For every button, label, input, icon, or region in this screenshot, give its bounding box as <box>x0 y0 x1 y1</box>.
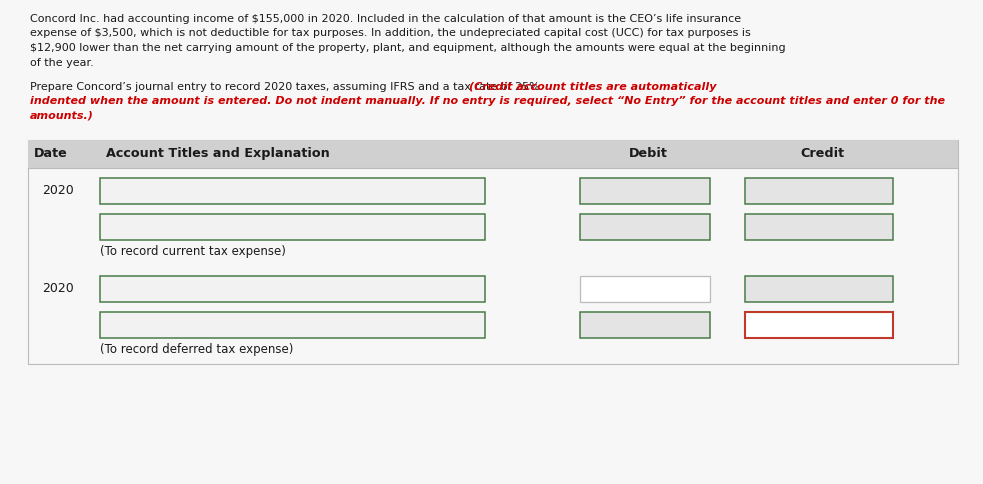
Text: 36400: 36400 <box>667 184 705 197</box>
Text: 2020: 2020 <box>42 282 74 295</box>
Text: Debit: Debit <box>628 147 667 160</box>
Bar <box>745 178 893 203</box>
Text: Account Titles and Explanation: Account Titles and Explanation <box>106 147 329 160</box>
Bar <box>580 178 710 203</box>
Text: Concord Inc. had accounting income of $155,000 in 2020. Included in the calculat: Concord Inc. had accounting income of $1… <box>30 14 741 24</box>
Bar <box>28 139 958 363</box>
Bar <box>100 275 485 302</box>
Bar <box>100 178 485 203</box>
Text: Credit: Credit <box>800 147 844 160</box>
Text: $12,900 lower than the net carrying amount of the property, plant, and equipment: $12,900 lower than the net carrying amou… <box>30 43 785 53</box>
Text: expense of $3,500, which is not deductible for tax purposes. In addition, the un: expense of $3,500, which is not deductib… <box>30 29 751 39</box>
Bar <box>745 275 893 302</box>
Bar <box>100 213 485 240</box>
Text: Income Tax Payable: Income Tax Payable <box>107 220 223 233</box>
Bar <box>745 312 893 337</box>
Text: Date: Date <box>34 147 68 160</box>
Text: (To record current tax expense): (To record current tax expense) <box>100 244 286 257</box>
Text: 36400: 36400 <box>851 220 888 233</box>
Text: (Credit account titles are automatically: (Credit account titles are automatically <box>469 82 717 92</box>
Bar <box>745 213 893 240</box>
Text: (To record deferred tax expense): (To record deferred tax expense) <box>100 343 293 356</box>
Bar <box>100 312 485 337</box>
Text: indented when the amount is entered. Do not indent manually. If no entry is requ: indented when the amount is entered. Do … <box>30 96 945 106</box>
Text: of the year.: of the year. <box>30 58 93 67</box>
Text: Prepare Concord’s journal entry to record 2020 taxes, assuming IFRS and a tax ra: Prepare Concord’s journal entry to recor… <box>30 82 547 92</box>
Text: Current Tax Expense: Current Tax Expense <box>107 184 229 197</box>
Bar <box>580 213 710 240</box>
Text: 2020: 2020 <box>42 184 74 197</box>
Bar <box>580 312 710 337</box>
Text: amounts.): amounts.) <box>30 111 93 121</box>
Text: Deferred Tax Liability: Deferred Tax Liability <box>107 318 233 331</box>
Bar <box>580 275 710 302</box>
Text: Deferred Tax Expense: Deferred Tax Expense <box>107 282 236 295</box>
Bar <box>28 139 958 167</box>
